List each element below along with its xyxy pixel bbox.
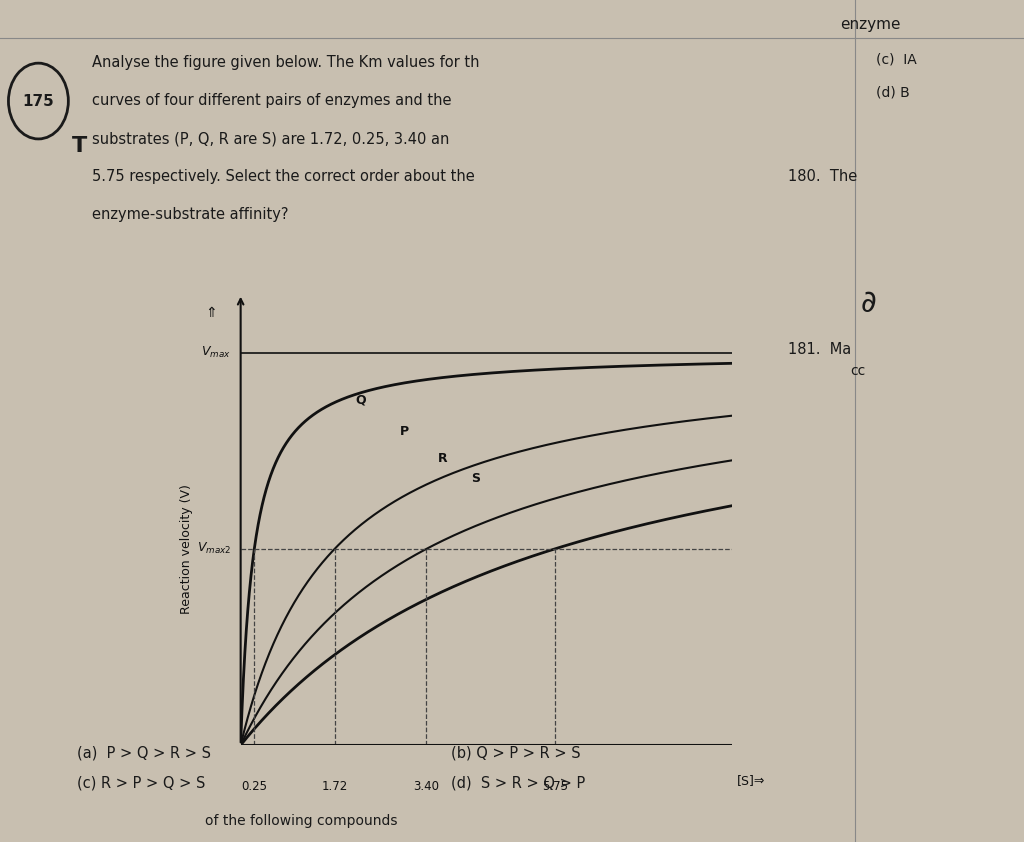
Text: P: P: [400, 424, 409, 438]
Text: 5.75 respectively. Select the correct order about the: 5.75 respectively. Select the correct or…: [92, 169, 475, 184]
Text: Reaction velocity (V): Reaction velocity (V): [179, 484, 193, 614]
Text: 0.25: 0.25: [242, 781, 267, 793]
Text: S: S: [471, 472, 480, 485]
Text: Q: Q: [355, 393, 367, 407]
Text: substrates (P, Q, R are S) are 1.72, 0.25, 3.40 an: substrates (P, Q, R are S) are 1.72, 0.2…: [92, 131, 450, 147]
Text: 5.75: 5.75: [542, 781, 567, 793]
Text: enzyme: enzyme: [840, 18, 900, 33]
Text: T: T: [72, 136, 87, 156]
Text: R: R: [438, 452, 447, 465]
Text: ∂: ∂: [860, 289, 876, 317]
Text: (b) Q > P > R > S: (b) Q > P > R > S: [451, 746, 581, 761]
Text: curves of four different pairs of enzymes and the: curves of four different pairs of enzyme…: [92, 93, 452, 109]
Text: enzyme-substrate affinity?: enzyme-substrate affinity?: [92, 207, 289, 222]
Text: (c)  IA: (c) IA: [876, 52, 916, 67]
Text: 180.  The: 180. The: [788, 169, 858, 184]
Text: Analyse the figure given below. The Km values for th: Analyse the figure given below. The Km v…: [92, 56, 479, 71]
Text: 3.40: 3.40: [414, 781, 439, 793]
Text: 181.  Ma: 181. Ma: [788, 342, 852, 357]
Text: 1.72: 1.72: [322, 781, 348, 793]
Text: (d)  S > R > Q > P: (d) S > R > Q > P: [451, 775, 585, 791]
Text: [S]⇒: [S]⇒: [737, 774, 766, 787]
Text: $V_{max}$: $V_{max}$: [201, 345, 230, 360]
Text: of the following compounds: of the following compounds: [205, 814, 397, 829]
Text: $V_{max2}$: $V_{max2}$: [197, 541, 230, 557]
Text: (d) B: (d) B: [876, 86, 909, 100]
Text: (a)  P > Q > R > S: (a) P > Q > R > S: [77, 746, 211, 761]
Text: cc: cc: [850, 364, 865, 378]
Text: 175: 175: [23, 93, 54, 109]
Text: (c) R > P > Q > S: (c) R > P > Q > S: [77, 775, 205, 791]
Text: ⇑: ⇑: [205, 306, 216, 321]
